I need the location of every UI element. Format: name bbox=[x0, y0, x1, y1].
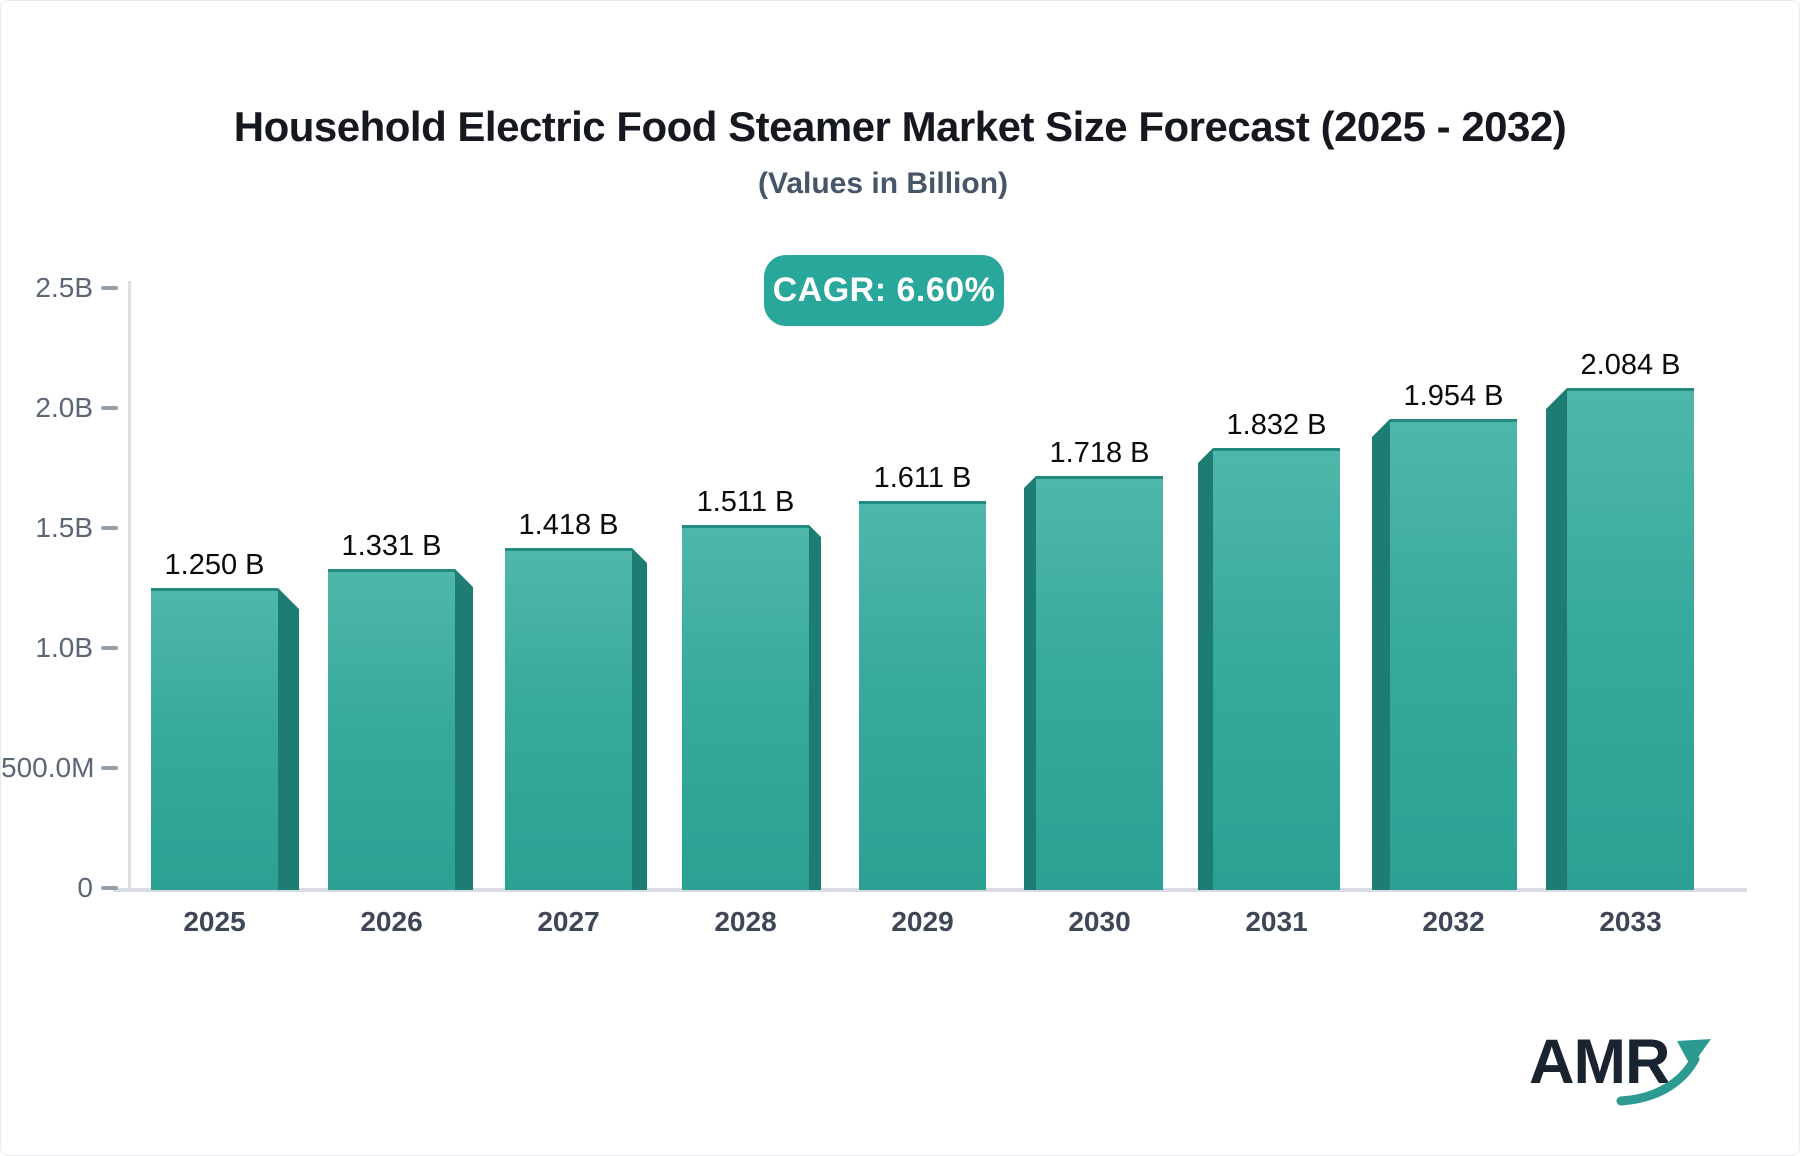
x-axis-label: 2033 bbox=[1599, 906, 1662, 937]
x-axis-label: 2030 bbox=[1068, 906, 1131, 937]
bar bbox=[1213, 448, 1340, 890]
cagr-badge: CAGR: 6.60% bbox=[764, 255, 1004, 326]
bar-value-label: 1.954 B bbox=[1403, 380, 1504, 412]
bar-side-face bbox=[1546, 388, 1567, 890]
y-axis-tick-dash bbox=[101, 646, 118, 650]
amr-logo-text: AMR bbox=[1529, 1027, 1670, 1097]
y-axis-tick-label: 2.0B bbox=[35, 392, 93, 423]
bar-value-label: 1.418 B bbox=[518, 509, 619, 541]
x-axis-label: 2026 bbox=[360, 906, 423, 937]
growth-arrow-icon bbox=[1616, 1039, 1711, 1106]
bar bbox=[682, 525, 809, 890]
y-axis-tick-dash bbox=[101, 286, 118, 290]
bar bbox=[859, 501, 986, 890]
bar-side-face bbox=[1372, 419, 1390, 890]
x-axis-label: 2032 bbox=[1422, 906, 1485, 937]
page-subtitle: (Values in Billion) bbox=[757, 167, 1009, 200]
y-axis-tick-label: 0 bbox=[77, 872, 93, 903]
y-axis-tick-label: 1.0B bbox=[35, 632, 93, 663]
bar-side-face bbox=[1198, 448, 1213, 890]
y-axis-tick-label: 500.0M bbox=[1, 752, 95, 783]
bar-value-label: 1.511 B bbox=[696, 486, 795, 518]
y-axis-tick-dash bbox=[101, 526, 118, 530]
amr-logo: AMR bbox=[1529, 1031, 1719, 1111]
x-axis-label: 2028 bbox=[714, 906, 777, 937]
y-axis-line bbox=[128, 281, 131, 890]
y-axis-tick-label: 2.5B bbox=[35, 272, 93, 303]
x-axis-label: 2031 bbox=[1245, 906, 1308, 937]
x-axis-label: 2025 bbox=[183, 906, 246, 937]
bar bbox=[328, 569, 455, 890]
bar-side-face bbox=[455, 569, 473, 890]
cagr-badge-label: CAGR: 6.60% bbox=[772, 271, 996, 309]
x-axis-label: 2027 bbox=[537, 906, 600, 937]
x-axis-label: 2029 bbox=[891, 906, 954, 937]
page-title: Household Electric Food Steamer Market S… bbox=[233, 103, 1567, 150]
bar bbox=[1036, 476, 1163, 890]
y-axis-tick-dash bbox=[101, 886, 118, 890]
y-axis-tick-label: 1.5B bbox=[35, 512, 93, 543]
bar-value-label: 1.718 B bbox=[1049, 437, 1150, 469]
bar-value-label: 1.331 B bbox=[341, 530, 442, 562]
bar-side-face bbox=[1024, 476, 1036, 890]
bar-side-face bbox=[809, 525, 821, 890]
bar bbox=[1390, 419, 1517, 890]
bar-value-label: 1.832 B bbox=[1226, 409, 1327, 441]
bar-side-face bbox=[632, 548, 647, 890]
bar bbox=[151, 588, 278, 890]
bar-side-face bbox=[278, 588, 299, 890]
bar bbox=[505, 548, 632, 890]
y-axis-tick-dash bbox=[101, 766, 118, 770]
x-axis-line bbox=[113, 888, 1747, 892]
bar-value-label: 1.250 B bbox=[164, 549, 265, 581]
bar-value-label: 2.084 B bbox=[1580, 349, 1681, 381]
bar-value-label: 1.611 B bbox=[873, 462, 972, 494]
bar bbox=[1567, 388, 1694, 890]
y-axis-tick-dash bbox=[101, 406, 118, 410]
